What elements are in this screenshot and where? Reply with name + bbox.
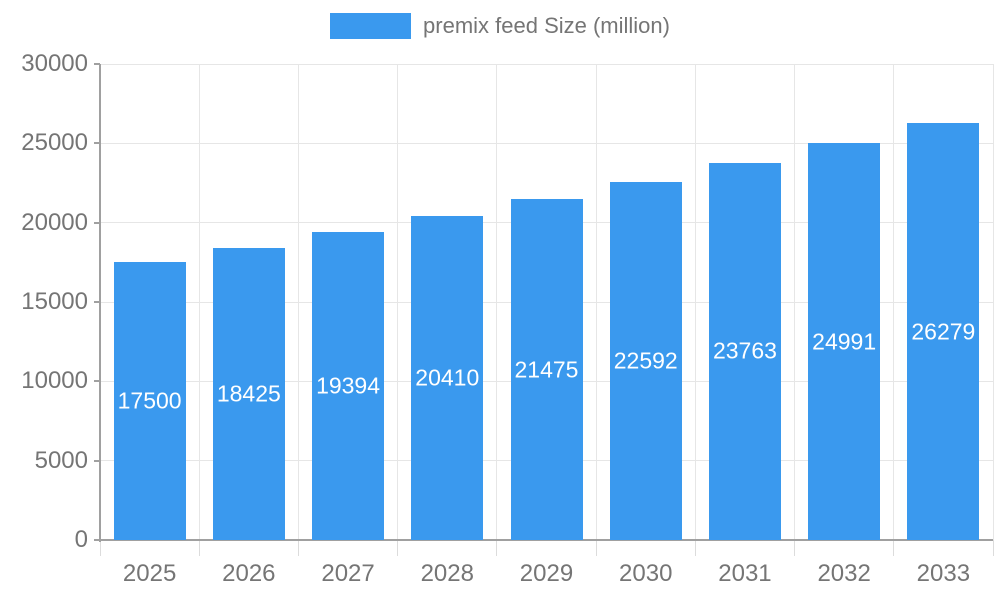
bar-value-label: 19394 xyxy=(316,372,381,399)
x-axis-tick-label: 2025 xyxy=(122,560,177,587)
gridline-vertical xyxy=(694,64,696,540)
bar-value-label: 22592 xyxy=(613,347,678,374)
y-axis-line xyxy=(99,64,101,542)
y-axis-tick-label: 20000 xyxy=(21,208,88,236)
legend[interactable]: premix feed Size (million) xyxy=(0,0,1000,52)
y-axis-tick xyxy=(94,539,100,541)
bar-value-label: 26279 xyxy=(911,318,976,345)
x-axis-tick xyxy=(397,540,399,556)
bar[interactable] xyxy=(708,162,781,540)
bar[interactable] xyxy=(808,143,881,540)
bar-value-label: 20410 xyxy=(415,364,480,391)
y-axis-tick xyxy=(94,459,100,462)
x-axis-tick-label: 2031 xyxy=(718,560,772,587)
bar[interactable] xyxy=(510,199,583,540)
y-axis-tick xyxy=(94,63,100,65)
gridline-vertical xyxy=(794,64,796,540)
x-axis-tick-label: 2029 xyxy=(519,560,574,587)
bar-value-label: 18425 xyxy=(216,380,281,407)
y-axis-tick-label: 15000 xyxy=(21,288,88,315)
x-axis-tick-label: 2033 xyxy=(916,560,971,587)
x-axis-tick xyxy=(992,540,994,556)
x-axis-tick xyxy=(794,540,796,556)
x-axis-tick xyxy=(595,540,597,556)
bar-value-label: 21475 xyxy=(514,356,579,383)
gridline-horizontal xyxy=(100,63,993,65)
gridline-horizontal xyxy=(100,142,993,144)
bar-value-label: 17500 xyxy=(117,387,182,414)
y-axis-tick xyxy=(94,380,100,383)
bar[interactable] xyxy=(411,216,484,540)
bar-value-label: 24991 xyxy=(812,328,877,355)
legend-swatch xyxy=(330,13,412,39)
bar[interactable] xyxy=(212,247,285,540)
gridline-vertical xyxy=(893,64,895,540)
bar[interactable] xyxy=(609,181,682,540)
x-axis-tick xyxy=(694,540,696,556)
y-axis-tick-label: 0 xyxy=(74,526,88,553)
gridline-vertical xyxy=(992,64,994,540)
legend-label: premix feed Size (million) xyxy=(423,13,670,38)
x-axis-tick xyxy=(893,540,895,556)
x-axis-tick-label: 2032 xyxy=(817,560,871,587)
x-axis-tick xyxy=(496,540,498,556)
bar[interactable] xyxy=(312,232,385,540)
x-axis-tick-label: 2030 xyxy=(619,560,673,587)
bar[interactable] xyxy=(113,262,186,540)
y-axis-tick xyxy=(94,301,100,303)
x-axis-tick xyxy=(99,540,101,556)
y-axis-tick-label: 30000 xyxy=(21,50,88,77)
x-axis-tick-label: 2026 xyxy=(222,560,276,587)
y-axis-tick-label: 25000 xyxy=(21,129,88,157)
x-axis-tick-label: 2027 xyxy=(321,560,375,587)
x-axis-tick xyxy=(297,540,299,556)
x-axis-tick-label: 2028 xyxy=(420,560,474,587)
y-axis-tick xyxy=(94,142,100,145)
x-axis-line xyxy=(99,539,993,541)
x-axis-tick xyxy=(198,540,200,556)
gridline-vertical xyxy=(198,64,200,540)
gridline-vertical xyxy=(595,64,597,540)
gridline-vertical xyxy=(496,64,498,540)
y-axis-tick-label: 5000 xyxy=(34,446,88,474)
gridline-vertical xyxy=(397,64,399,540)
bar[interactable] xyxy=(907,123,980,540)
y-axis-tick xyxy=(94,221,100,224)
y-axis-tick-label: 10000 xyxy=(21,367,88,395)
gridline-vertical xyxy=(297,64,299,540)
bar-value-label: 23763 xyxy=(712,337,777,364)
